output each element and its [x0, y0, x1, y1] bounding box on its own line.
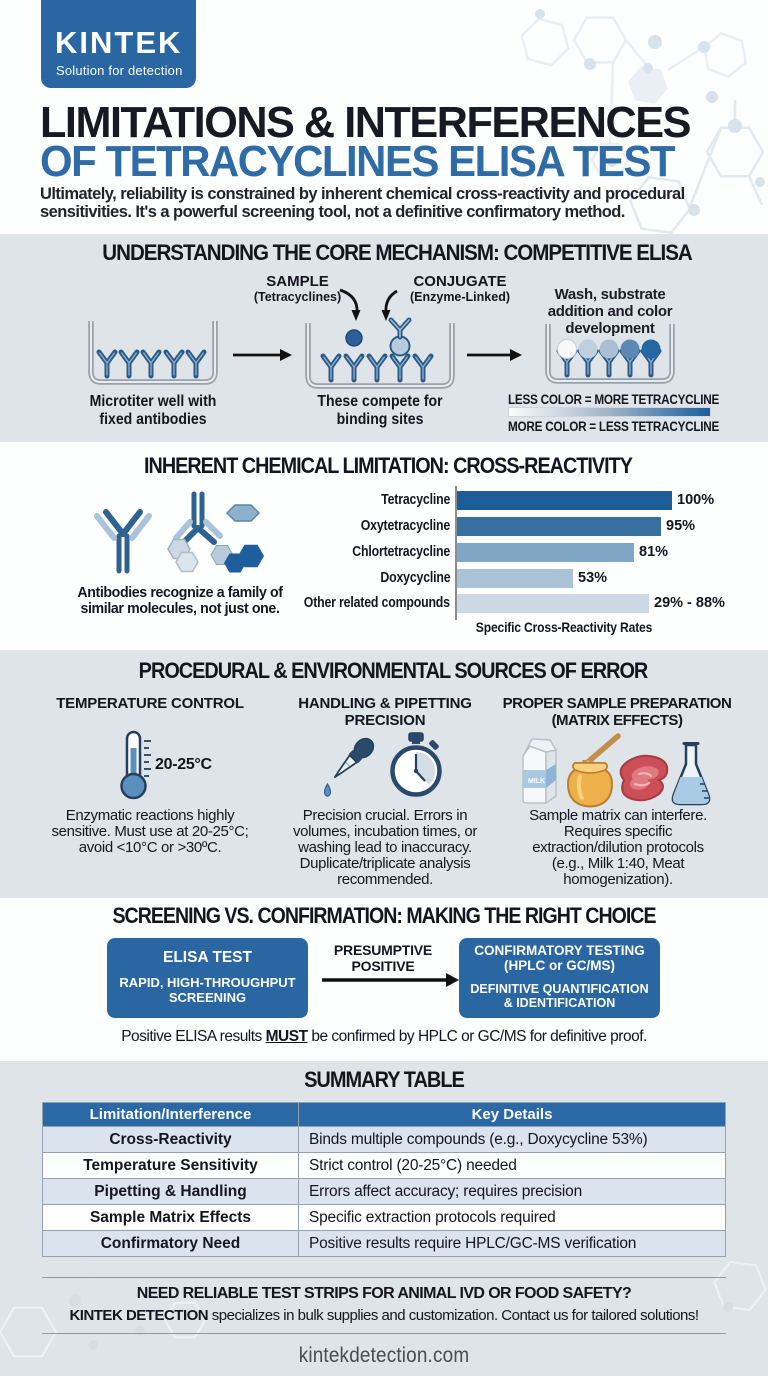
svg-text:MILK: MILK	[528, 778, 545, 785]
